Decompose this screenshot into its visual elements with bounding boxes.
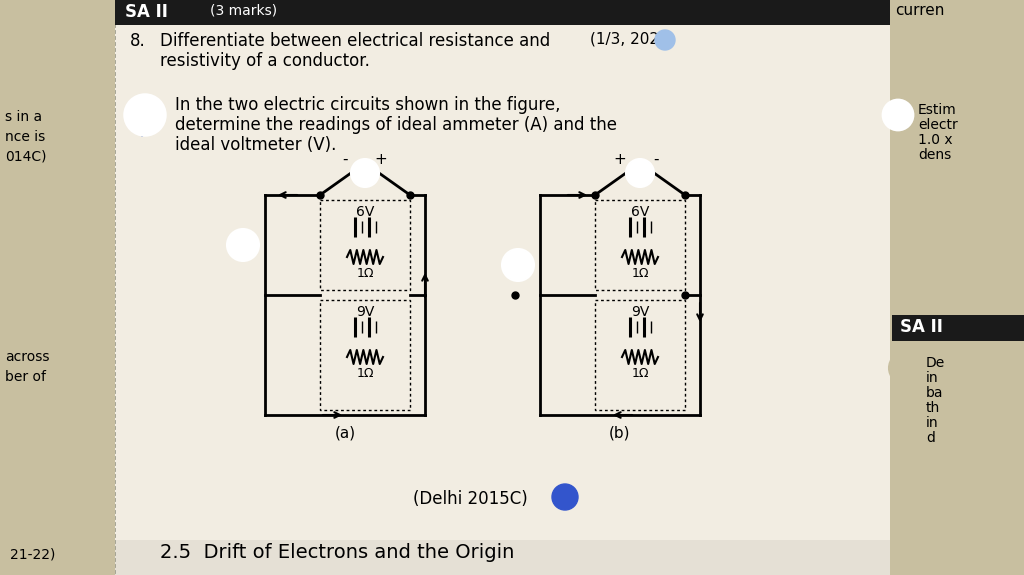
Text: A: A [513,258,522,272]
Text: 1Ω: 1Ω [631,267,649,280]
Text: (3 marks): (3 marks) [210,3,278,17]
Text: ba: ba [926,386,943,400]
Circle shape [227,229,259,261]
Bar [0,0,115,575]
Text: 1Ω: 1Ω [356,367,374,380]
Text: Differentiate between electrical resistance and: Differentiate between electrical resista… [160,32,550,50]
Text: electr: electr [918,118,957,132]
Text: nce is: nce is [5,130,45,144]
Bar [890,0,1024,575]
Text: 6V: 6V [631,205,649,219]
Text: (b): (b) [609,425,631,440]
Text: 9.: 9. [136,106,154,124]
Text: th: th [926,401,940,415]
Text: R: R [660,35,670,45]
Text: Estim: Estim [918,103,956,117]
Text: 9V: 9V [355,305,374,319]
Text: 2.5  Drift of Electrons and the Origin: 2.5 Drift of Electrons and the Origin [160,543,514,562]
Bar [595,200,685,290]
Bar [319,200,410,290]
Text: determine the readings of ideal ammeter (A) and the: determine the readings of ideal ammeter … [175,116,617,134]
Circle shape [351,159,379,187]
Text: in: in [926,371,939,385]
Text: V: V [636,167,644,179]
Text: 6V: 6V [355,205,374,219]
Circle shape [502,249,534,281]
Text: 014C): 014C) [5,150,46,164]
Text: -: - [653,151,658,167]
Bar [595,300,685,410]
Text: resistivity of a conductor.: resistivity of a conductor. [160,52,370,70]
Text: (1/3, 2020): (1/3, 2020) [590,32,675,47]
Text: SA II: SA II [900,318,943,336]
Circle shape [883,100,913,130]
Text: curren: curren [895,3,944,18]
Bar [115,0,890,575]
Text: 19.: 19. [887,108,909,122]
Circle shape [125,95,165,135]
Text: dens: dens [918,148,951,162]
Text: d: d [926,431,935,445]
Text: ber of: ber of [5,370,46,384]
Bar [115,540,890,575]
Bar [892,315,1024,341]
Bar [115,0,890,25]
Text: SA II: SA II [125,3,168,21]
Text: 1Ω: 1Ω [356,267,374,280]
Text: s in a: s in a [5,110,42,124]
Text: 8.: 8. [130,32,145,50]
Text: A: A [239,238,248,252]
Text: 1.0 x: 1.0 x [918,133,952,147]
Circle shape [655,30,675,50]
Text: 1Ω: 1Ω [631,367,649,380]
Bar [319,300,410,410]
Text: De: De [926,356,945,370]
Text: ideal voltmeter (V).: ideal voltmeter (V). [175,136,336,154]
Circle shape [552,484,578,510]
Text: 21-22): 21-22) [10,548,55,562]
Text: Ap: Ap [556,490,574,504]
Text: 9V: 9V [631,305,649,319]
Circle shape [889,352,921,384]
Text: (Delhi 2015C): (Delhi 2015C) [413,490,527,508]
Text: +: + [613,151,627,167]
Text: In the two electric circuits shown in the figure,: In the two electric circuits shown in th… [175,96,560,114]
Text: across: across [5,350,49,364]
Circle shape [626,159,654,187]
Text: V: V [360,167,370,179]
Text: (a): (a) [335,425,355,440]
Text: 20.: 20. [894,361,915,375]
Text: +: + [375,151,387,167]
Text: in: in [926,416,939,430]
Text: -: - [342,151,348,167]
